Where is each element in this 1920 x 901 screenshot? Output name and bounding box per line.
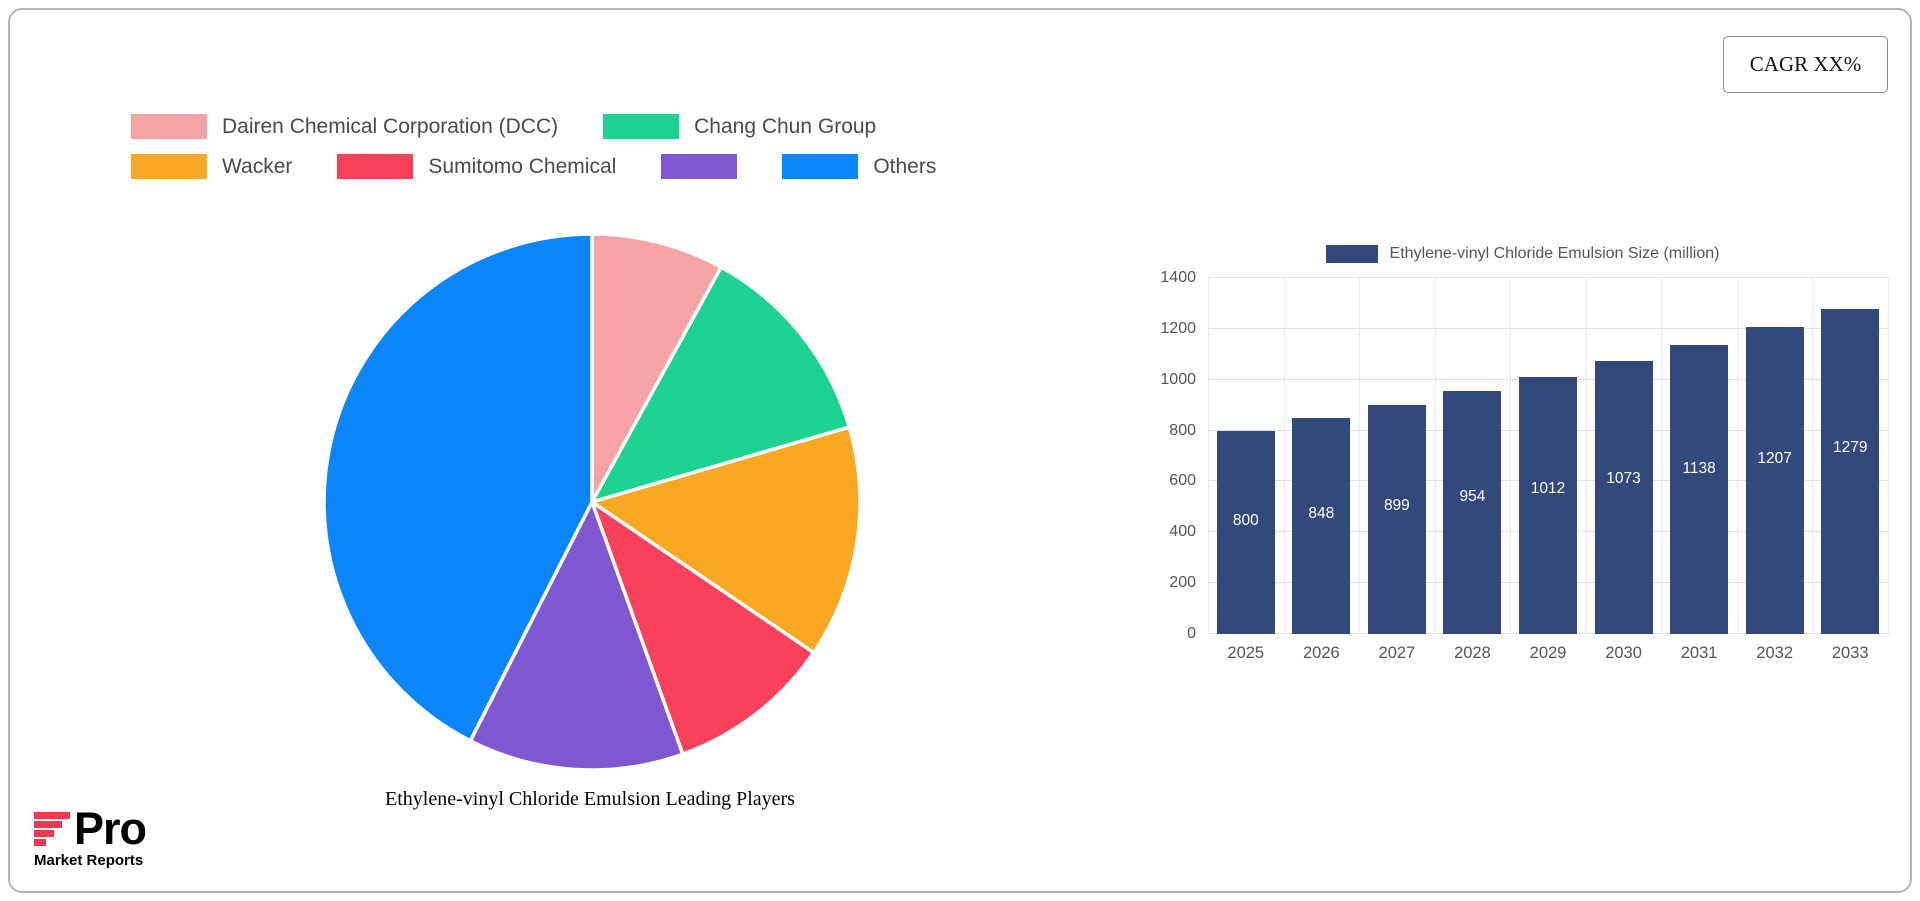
bar-2027: 899 [1367,405,1426,634]
legend-swatch [337,154,414,179]
gridline-vertical [1283,278,1285,634]
bar-plot: 800 848 899 954 1012 1073 1138 1207 1279 [1208,277,1889,634]
logo-subtitle: Market Reports [34,851,144,869]
legend-swatch [661,154,738,179]
x-axis-tick-label: 2028 [1454,644,1491,662]
bar-legend-label: Ethylene-vinyl Chloride Emulsion Size (m… [1389,245,1720,262]
bar-value-label: 1138 [1682,460,1716,478]
x-axis-tick-label: 2025 [1227,644,1265,662]
bar-value-label: 954 [1459,488,1486,506]
pie-chart [322,232,862,772]
gridline-vertical [1888,278,1889,634]
bar-value-label: 800 [1232,511,1259,529]
bar-2029: 1012 [1519,376,1577,634]
y-axis: 0 200 400 600 800 1000 1200 1400 [1150,269,1208,642]
gridline-vertical [1434,278,1436,634]
logo-brand: Pro [74,803,147,854]
legend-item: Dairen Chemical Corporation (DCC) [131,114,558,139]
legend-label: Dairen Chemical Corporation (DCC) [222,114,559,138]
pie-slice-3 [590,500,816,756]
pie-slice-1 [590,265,852,504]
pie-legend: Dairen Chemical Corporation (DCC) Chang C… [131,114,936,179]
y-axis-tick-label: 1000 [1160,370,1196,388]
bar-plot-area: 0 200 400 600 800 1000 1200 1400 800 848 899 954 10… [1150,269,1895,642]
legend-item: Wacker [131,154,292,179]
pro-market-reports-logo: Pro Market Reports [34,803,147,869]
y-axis-tick-label: 400 [1169,523,1196,541]
y-axis-tick-label: 200 [1169,574,1196,592]
x-axis-tick-label: 2027 [1378,644,1416,662]
gridline-vertical [1736,278,1738,634]
legend-swatch [603,114,680,139]
legend-label: Wacker [222,154,293,178]
bar-2033: 1279 [1821,308,1880,634]
gridline-vertical [1812,278,1814,634]
legend-swatch [131,154,207,179]
pie-legend-row-2: Wacker Sumitomo Chemical Others [131,154,936,179]
bar-chart: Ethylene-vinyl Chloride Emulsion Size (m… [1150,242,1895,666]
x-axis-tick-label: 2032 [1756,644,1794,662]
gridline-vertical [1359,278,1361,634]
x-axis-tick-label: 2031 [1680,644,1718,662]
pie-slice-0 [590,232,723,504]
x-axis-tick-label: 2029 [1529,644,1567,662]
x-axis: 2025 2026 2027 2028 2029 2030 2031 2032 2033 [1208,634,1888,666]
logo-bars-icon [34,812,70,847]
x-axis-tick-label: 2026 [1302,644,1340,662]
bar-2031: 1138 [1670,344,1729,634]
bar-chart-legend: Ethylene-vinyl Chloride Emulsion Size (m… [1150,242,1895,266]
legend-item: Sumitomo Chemical [337,154,616,179]
bar-value-label: 899 [1383,496,1410,514]
y-axis-tick-label: 600 [1169,472,1196,490]
logo-top-row: Pro [34,803,147,854]
bar-2030: 1073 [1594,361,1653,634]
legend-swatch [782,154,859,179]
legend-item [661,154,738,179]
gridline-horizontal [1208,277,1888,278]
y-axis-tick-label: 0 [1187,625,1196,642]
gridline-vertical [1585,278,1587,634]
gridline-vertical [1661,278,1663,634]
gridline-vertical [1510,278,1512,634]
legend-swatch [131,114,207,139]
pie-slice-2 [590,425,862,655]
legend-label: Sumitomo Chemical [428,154,617,178]
legend-label: Chang Chun Group [694,114,877,138]
x-axis-tick-label: 2030 [1605,644,1642,662]
bar-value-label: 1012 [1530,479,1566,497]
pie-chart-title: Ethylene-vinyl Chloride Emulsion Leading… [385,788,795,810]
x-axis-tick-label: 2033 [1831,644,1869,662]
gridline-vertical [1208,278,1209,634]
bar-legend-swatch [1325,245,1378,263]
gridline-horizontal [1208,327,1888,329]
legend-label: Others [873,154,937,178]
legend-item: Chang Chun Group [603,114,876,139]
cagr-label: CAGR XX% [1749,52,1862,76]
y-axis-tick-label: 800 [1169,421,1196,439]
bar-value-label: 848 [1308,504,1335,522]
y-axis-tick-label: 1400 [1160,269,1196,286]
bar-2032: 1207 [1745,327,1804,634]
bar-value-label: 1207 [1757,449,1792,467]
bar-2025: 800 [1216,430,1275,634]
y-axis-tick-label: 1200 [1160,319,1196,337]
pie-slice-4 [468,500,685,772]
pie-slice-5 [322,232,594,743]
bar-2026: 848 [1292,418,1351,634]
bar-2028: 954 [1443,391,1502,634]
pie-legend-row-1: Dairen Chemical Corporation (DCC) Chang C… [131,114,936,139]
cagr-badge: CAGR XX% [1723,36,1888,93]
legend-item: Others [782,154,936,179]
bar-value-label: 1279 [1832,438,1868,456]
bar-value-label: 1073 [1606,470,1641,488]
